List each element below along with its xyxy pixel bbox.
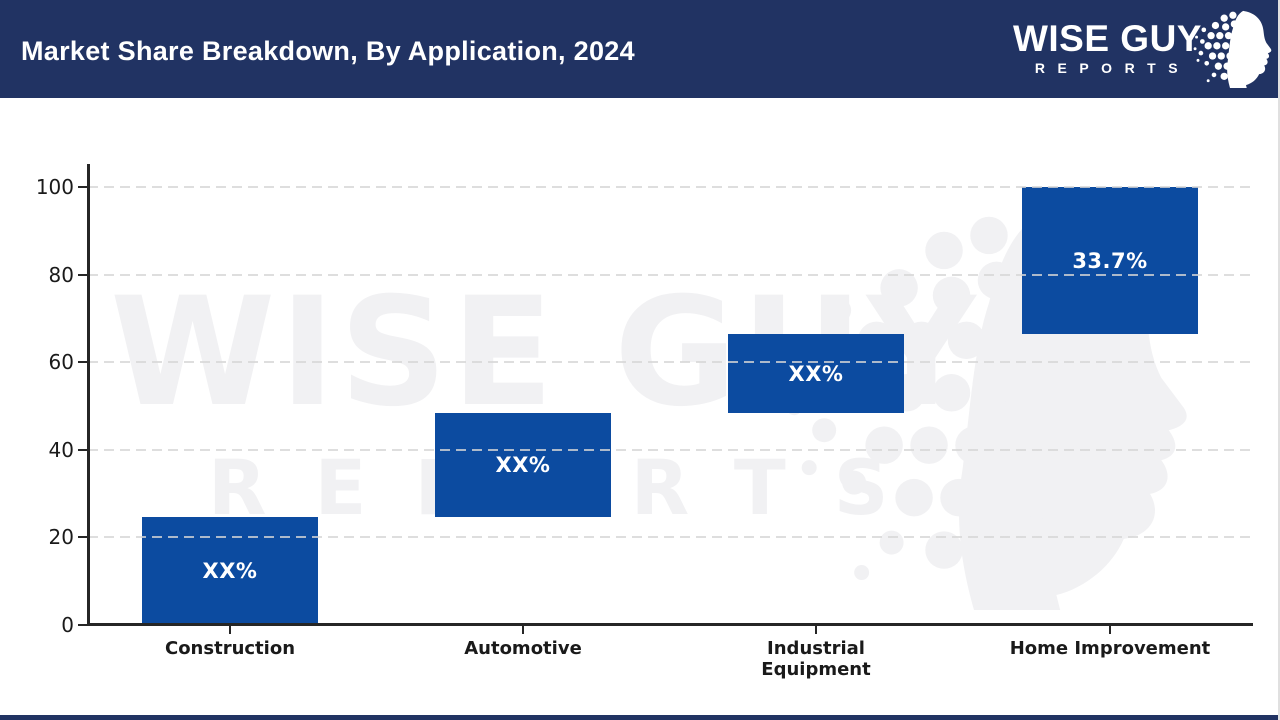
header-bar: Market Share Breakdown, By Application, … [0, 0, 1278, 98]
x-tick-label-automotive: Automotive [464, 638, 582, 659]
x-tick-mark-industrial-equipment [815, 626, 817, 634]
bar-value-label-home-improvement: 33.7% [1072, 248, 1148, 273]
x-tick-mark-home-improvement [1109, 626, 1111, 634]
brand-name: WISE GUY [1012, 18, 1202, 60]
x-axis-line [87, 623, 1253, 626]
brand-logo-text: WISE GUY REPORTS [1013, 19, 1202, 76]
gridline-20 [88, 536, 1253, 538]
y-tick-label-0: 0 [61, 612, 74, 637]
brand-logo: WISE GUY REPORTS [1013, 8, 1276, 88]
x-tick-label-home-improvement: Home Improvement [1009, 638, 1211, 659]
x-tick-mark-automotive [522, 626, 524, 634]
x-tick-mark-construction [229, 626, 231, 634]
brand-subtitle: REPORTS [1034, 60, 1191, 77]
gridline-80 [88, 273, 1253, 276]
y-tick-label-80: 80 [48, 262, 74, 287]
bar-value-label-construction: XX% [202, 558, 258, 583]
bar-value-label-industrial-equipment: XX% [788, 361, 844, 386]
market-share-chart: WISE GUY REPORTS XX%XX%XX%33.7% 02040608… [0, 98, 1278, 715]
gridline-100 [88, 186, 1253, 188]
y-tick-label-60: 60 [48, 350, 74, 374]
bar-construction: XX% [142, 516, 318, 625]
y-tick-mark-80 [78, 273, 87, 276]
footer-bar [0, 715, 1278, 720]
y-tick-mark-100 [78, 186, 87, 188]
brand-head-icon [1184, 8, 1276, 88]
y-tick-label-100: 100 [35, 175, 74, 199]
gridline-60 [88, 361, 1253, 363]
y-tick-label-40: 40 [48, 437, 74, 462]
y-tick-mark-60 [78, 361, 87, 363]
x-tick-label-industrial-equipment: Industrial Equipment [761, 638, 871, 680]
y-tick-mark-40 [78, 448, 87, 451]
bar-automotive: XX% [435, 413, 611, 517]
gridline-40 [88, 448, 1253, 451]
y-axis-line [87, 164, 90, 626]
bar-industrial-equipment: XX% [728, 334, 904, 414]
x-tick-label-construction: Construction [164, 638, 296, 659]
y-tick-label-20: 20 [48, 525, 74, 549]
y-tick-mark-20 [78, 536, 87, 538]
bar-home-improvement: 33.7% [1022, 187, 1198, 335]
y-tick-mark-0 [78, 623, 87, 626]
page-title: Market Share Breakdown, By Application, … [21, 36, 635, 66]
bar-value-label-automotive: XX% [495, 453, 551, 478]
